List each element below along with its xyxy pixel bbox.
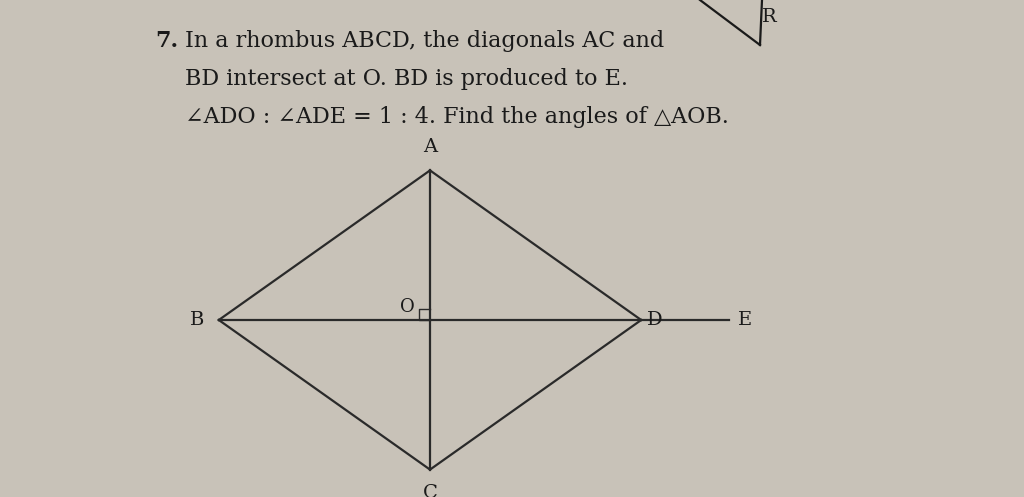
Text: ∠ADO : ∠ADE = 1 : 4. Find the angles of △AOB.: ∠ADO : ∠ADE = 1 : 4. Find the angles of … — [185, 106, 729, 128]
Text: E: E — [737, 311, 752, 329]
Text: D: D — [647, 311, 663, 329]
Text: B: B — [190, 311, 205, 329]
Text: 7.: 7. — [155, 30, 178, 52]
Text: O: O — [399, 298, 415, 316]
Text: A: A — [423, 138, 437, 157]
Text: BD intersect at O. BD is produced to E.: BD intersect at O. BD is produced to E. — [185, 68, 628, 90]
Text: C: C — [423, 484, 437, 497]
Text: R: R — [762, 8, 777, 26]
Text: In a rhombus ABCD, the diagonals AC and: In a rhombus ABCD, the diagonals AC and — [185, 30, 665, 52]
